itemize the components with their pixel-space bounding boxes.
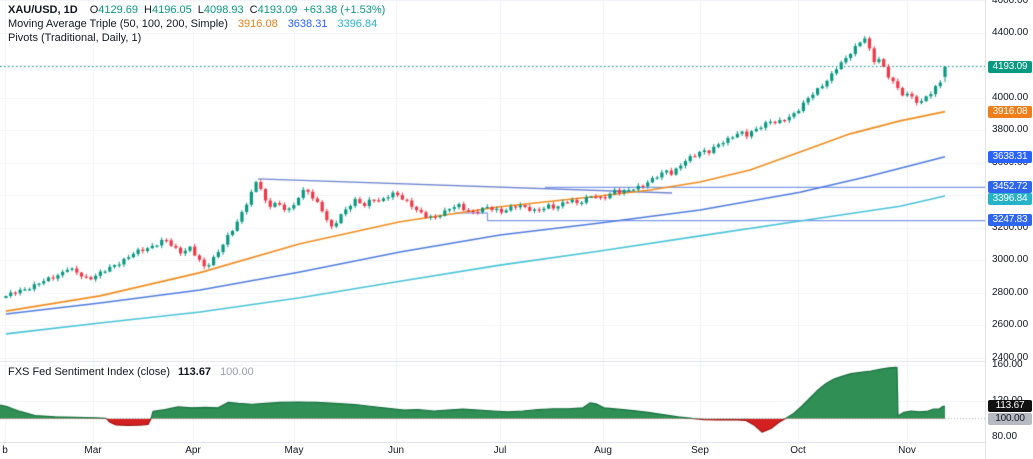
axis-label: 3200.00: [992, 221, 1029, 233]
axis-label: 80.00: [992, 430, 1018, 442]
sentiment-badge: 100.00: [988, 413, 1032, 425]
axis-label: 3000.00: [992, 254, 1029, 266]
time-axis-label: Oct: [790, 445, 806, 456]
symbol-title[interactable]: XAU/USD, 1D: [8, 4, 78, 16]
time-axis-label: Jun: [387, 445, 405, 456]
low-value: 4098.93: [203, 4, 244, 16]
time-axis[interactable]: b Mar Apr May Jun Jul Aug Sep Oct Nov: [0, 442, 1033, 459]
sentiment-badge: 113.67: [988, 400, 1032, 412]
price-badge: 3396.84: [988, 193, 1032, 205]
sentiment-baseline-value: 100.00: [220, 366, 254, 378]
time-axis-label: Jul: [493, 445, 507, 456]
high-label: H: [144, 4, 152, 16]
ma100-value: 3638.31: [287, 18, 328, 30]
price-badge: 3247.83: [988, 214, 1032, 226]
price-badge: 3452.72: [988, 181, 1032, 193]
pivots-indicator-title[interactable]: Pivots (Traditional, Daily, 1): [8, 32, 142, 44]
axis-label: 4400.00: [992, 26, 1029, 38]
ma50-value: 3916.08: [237, 18, 278, 30]
time-axis-label: Nov: [898, 445, 916, 456]
open-label: O: [89, 4, 99, 16]
close-label: C: [249, 4, 258, 16]
axis-label: 2600.00: [992, 319, 1029, 331]
ma-legend-row[interactable]: Moving Average Triple (50, 100, 200, Sim…: [8, 18, 377, 31]
change-value: +63.38 (+1.53%): [303, 4, 386, 16]
time-axis-label: May: [284, 445, 304, 456]
ma-indicator-title[interactable]: Moving Average Triple (50, 100, 200, Sim…: [8, 18, 228, 30]
price-badge: 3638.31: [988, 151, 1032, 163]
sentiment-legend-row[interactable]: FXS Fed Sentiment Index (close) 113.67 100…: [8, 366, 254, 378]
pivots-legend-row[interactable]: Pivots (Traditional, Daily, 1): [8, 32, 141, 45]
price-axis[interactable]: 4600.004400.004000.003800.003600.003200.…: [985, 0, 1033, 459]
time-axis-label: b: [2, 445, 8, 456]
high-value: 4196.05: [151, 4, 192, 16]
time-axis-label: Sep: [691, 445, 709, 456]
time-axis-label: Apr: [185, 445, 201, 456]
axis-label: 3800.00: [992, 124, 1029, 136]
sentiment-value: 113.67: [178, 366, 212, 378]
axis-label: 4600.00: [992, 0, 1029, 6]
open-value: 4129.69: [98, 4, 139, 16]
axis-label: 160.00: [992, 358, 1023, 370]
axis-label: 4000.00: [992, 91, 1029, 103]
sentiment-indicator-title[interactable]: FXS Fed Sentiment Index (close): [8, 366, 171, 378]
axis-label: 2400.00: [992, 351, 1029, 363]
time-axis-label: Mar: [84, 445, 102, 456]
price-badge: 3916.08: [988, 106, 1032, 118]
price-badge: 4193.09: [988, 61, 1032, 73]
close-value: 4193.09: [257, 4, 298, 16]
symbol-legend-row[interactable]: XAU/USD, 1D O4129.69 H4196.05 L4098.93 C4193…: [8, 4, 385, 17]
axis-label: 2800.00: [992, 286, 1029, 298]
ma200-value: 3396.84: [337, 18, 378, 30]
time-axis-label: Aug: [594, 445, 612, 456]
low-label: L: [197, 4, 204, 16]
